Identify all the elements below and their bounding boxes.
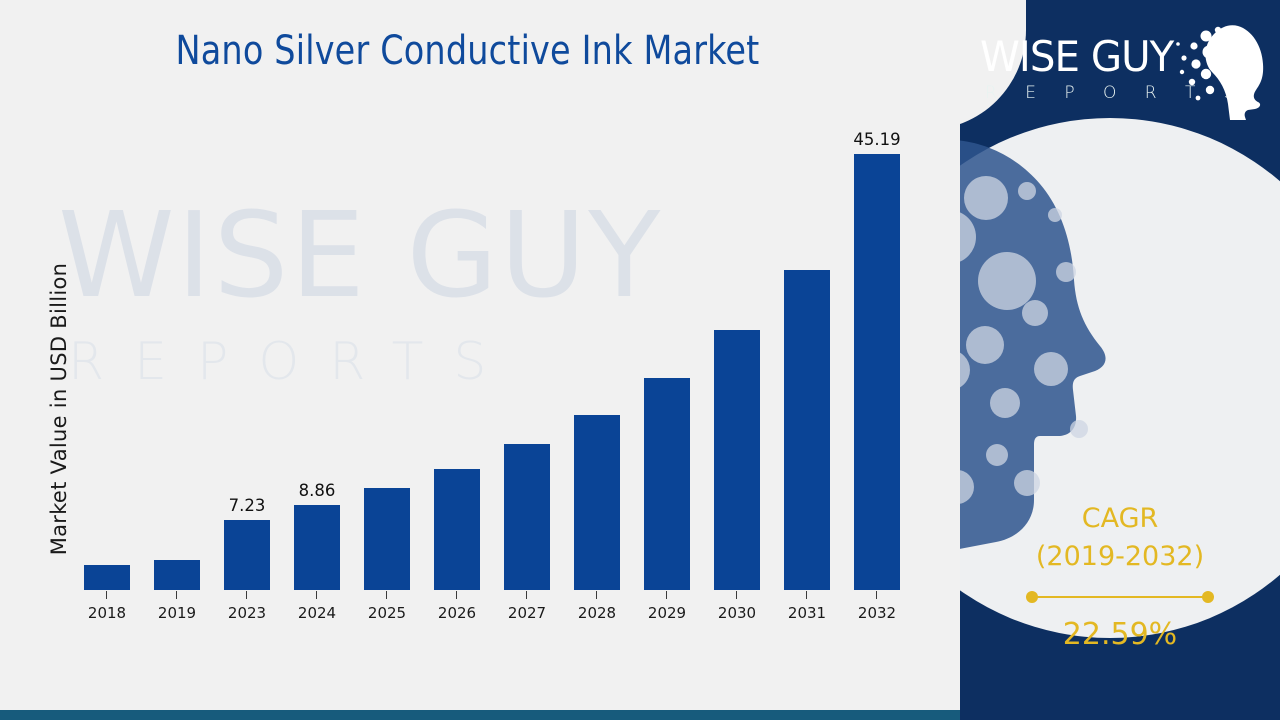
x-axis-label: 2026: [437, 604, 477, 622]
decor-bubble: [964, 176, 1008, 220]
x-axis-tick: [106, 591, 107, 599]
bar-group: 2026: [422, 150, 492, 622]
decor-bubble: [1022, 300, 1048, 326]
bar: [714, 329, 760, 590]
decor-bubble: [960, 470, 974, 504]
decor-bubble: [990, 388, 1020, 418]
logo-wordmark: WISE GUY: [980, 32, 1174, 81]
y-axis-title: Market Value in USD Billion: [47, 262, 71, 556]
bar-group: 2018: [72, 150, 142, 622]
decor-bubble: [1048, 208, 1062, 222]
bar: [224, 520, 270, 590]
x-axis-label: 2030: [717, 604, 757, 622]
cagr-block: CAGR (2019-2032) 22.59%: [960, 500, 1280, 652]
cagr-value: 22.59%: [1062, 616, 1178, 652]
decor-bubble: [966, 326, 1004, 364]
bar: [434, 469, 480, 590]
x-axis-label: 2027: [507, 604, 547, 622]
x-axis-label: 2029: [647, 604, 687, 622]
x-axis-tick: [666, 591, 667, 599]
decor-bubble: [960, 350, 970, 390]
page-title: Nano Silver Conductive Ink Market: [175, 28, 760, 74]
bar-group: 45.19 2032: [842, 130, 912, 622]
cagr-title: CAGR: [1081, 503, 1159, 534]
bar: [154, 560, 200, 590]
bar: [854, 154, 900, 590]
bar: [84, 564, 130, 590]
chart-panel: Nano Silver Conductive Ink Market WISE G…: [0, 28, 960, 720]
cagr-period: (2019-2032): [1035, 541, 1205, 573]
bar: [644, 377, 690, 590]
x-axis-tick: [876, 591, 877, 599]
decor-bubble: [1034, 352, 1068, 386]
bar-value-label: 7.23: [228, 496, 266, 516]
x-axis-label: 2018: [87, 604, 127, 622]
bar: [504, 444, 550, 590]
bar-group: 2025: [352, 150, 422, 622]
cagr-divider: [1026, 590, 1214, 603]
x-axis-tick: [596, 591, 597, 599]
x-axis-label: 2025: [367, 604, 407, 622]
bar-value-label: 45.19: [853, 130, 901, 149]
bar-group: 2029: [632, 150, 702, 622]
logo-subtext: R E P O R T S: [985, 83, 1247, 103]
x-axis-tick: [316, 591, 317, 599]
bar-group: 2030: [702, 150, 772, 622]
x-axis-tick: [456, 591, 457, 599]
decor-bubble: [1056, 262, 1076, 282]
bar: [574, 415, 620, 590]
x-axis-tick: [736, 591, 737, 599]
decor-bubble: [978, 252, 1036, 310]
cagr-divider-line: [1031, 595, 1209, 598]
x-axis-label: 2032: [857, 604, 897, 622]
logo-head-icon: [1176, 25, 1264, 120]
wiseguy-logo: WISE GUY R E P O R T S: [980, 25, 1264, 120]
x-axis-tick: [176, 591, 177, 599]
x-axis-label: 2024: [297, 604, 337, 622]
decor-bubble: [1014, 470, 1040, 496]
x-axis-label: 2019: [157, 604, 197, 622]
x-axis-label: 2028: [577, 604, 617, 622]
bar-group: 2028: [562, 150, 632, 622]
x-axis-tick: [386, 591, 387, 599]
bar-value-label: 8.86: [298, 480, 336, 500]
bar-chart-plot: 2018 2019 7.23 2023 8.86 2024 2025 2026 2027 2028…: [72, 130, 912, 622]
x-axis-label: 2023: [227, 604, 267, 622]
decor-bubble: [986, 444, 1008, 466]
bottom-accent-bar: [0, 710, 960, 720]
bar-group: 2019: [142, 150, 212, 622]
bar-group: 7.23 2023: [212, 150, 282, 622]
x-axis-tick: [526, 591, 527, 599]
decor-bubble: [1070, 420, 1088, 438]
decor-bubble: [1018, 182, 1036, 200]
bar-group: 2031: [772, 150, 842, 622]
bar: [364, 487, 410, 590]
bar: [784, 269, 830, 590]
cagr-divider-dot-right: [1202, 590, 1214, 603]
bar-group: 8.86 2024: [282, 150, 352, 622]
x-axis-label: 2031: [787, 604, 827, 622]
bar-group: 2027: [492, 150, 562, 622]
decor-bubble: [960, 210, 976, 264]
brand-panel: WISE GUY R E P O R T S: [960, 0, 1280, 720]
x-axis-tick: [246, 591, 247, 599]
x-axis-tick: [806, 591, 807, 599]
bar: [294, 504, 340, 590]
